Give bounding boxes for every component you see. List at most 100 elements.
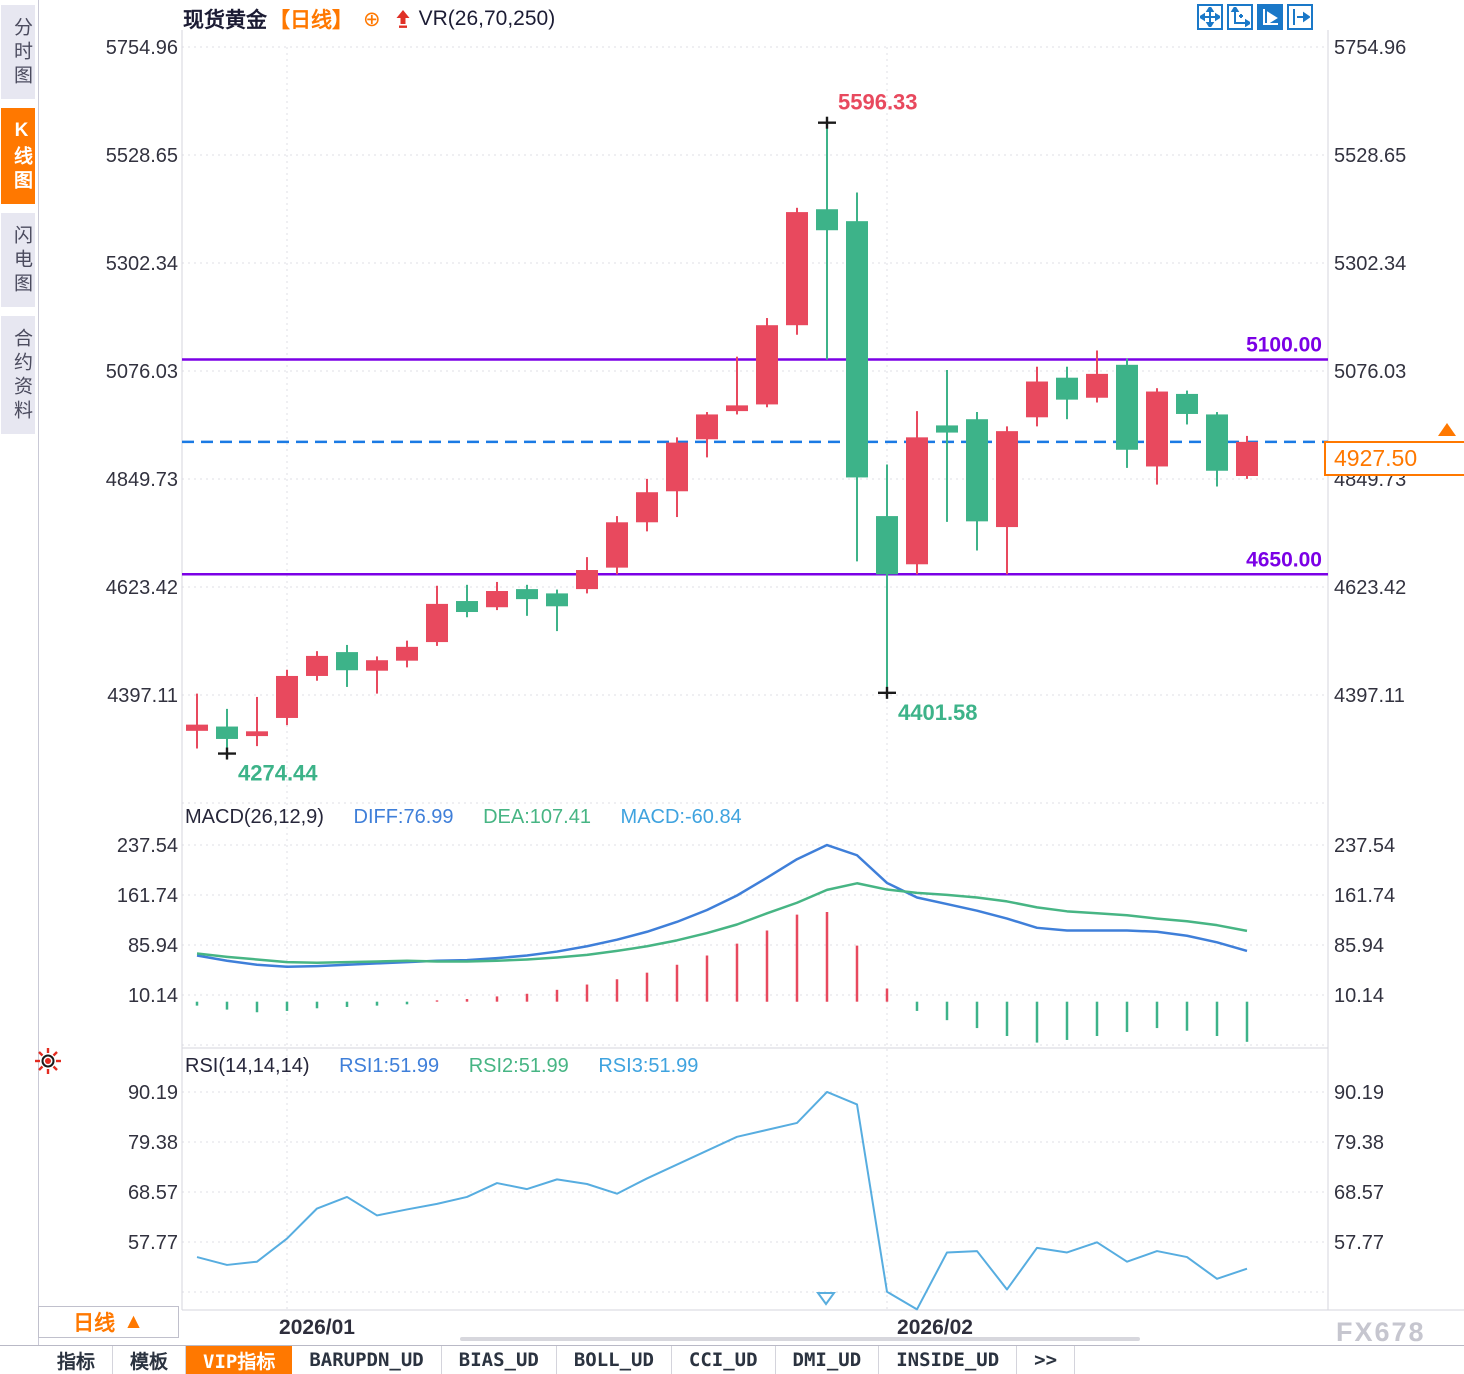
price-tick-right: 4397.11 bbox=[1334, 685, 1405, 707]
tab-cci-ud[interactable]: CCI_UD bbox=[672, 1346, 776, 1374]
candle[interactable] bbox=[216, 708, 238, 754]
axis-tick-labels: 5754.96 5754.96 5528.65 5528.65 5302.34 5302.… bbox=[106, 37, 1407, 1254]
candle[interactable] bbox=[366, 656, 388, 694]
sidebar-tab-contract-info[interactable]: 合约资料 bbox=[1, 316, 35, 434]
tab-more[interactable]: >> bbox=[1017, 1346, 1076, 1374]
macd-tick-left: 10.14 bbox=[128, 985, 178, 1007]
rsi3-value: RSI3:51.99 bbox=[598, 1055, 699, 1077]
candle[interactable] bbox=[246, 696, 268, 747]
candle[interactable] bbox=[936, 370, 958, 522]
candle[interactable] bbox=[516, 584, 538, 616]
sidebar-tab-time-chart[interactable]: 分时图 bbox=[1, 5, 35, 99]
rsi-panel bbox=[196, 1090, 1248, 1311]
tab-indicators[interactable]: 指标 bbox=[40, 1346, 114, 1374]
candle[interactable] bbox=[756, 318, 778, 408]
rsi-tick-right: 68.57 bbox=[1334, 1182, 1384, 1204]
support-resistance-levels[interactable]: 5100.00 4650.00 bbox=[182, 334, 1328, 576]
candle[interactable] bbox=[846, 192, 868, 562]
up-arrow-icon bbox=[395, 9, 411, 29]
candle[interactable] bbox=[636, 478, 658, 532]
candle[interactable] bbox=[1086, 350, 1108, 403]
level-label: 5100.00 bbox=[1246, 334, 1322, 357]
rsi-header: RSI(14,14,14) RSI1:51.99 RSI2:51.99 RSI3… bbox=[185, 1055, 698, 1078]
event-marker-icon bbox=[816, 1292, 836, 1306]
candle[interactable] bbox=[696, 412, 718, 458]
candle[interactable] bbox=[726, 356, 748, 415]
candles-layer[interactable] bbox=[186, 122, 1258, 754]
left-sidebar: 分时图 K线图 闪电图 合约资料 bbox=[0, 0, 39, 1374]
sidebar-tab-flash-chart[interactable]: 闪电图 bbox=[1, 213, 35, 307]
candle[interactable] bbox=[1026, 366, 1048, 427]
macd-title[interactable]: MACD(26,12,9) bbox=[185, 806, 324, 828]
tab-vip-indicators[interactable]: VIP指标 bbox=[186, 1346, 293, 1374]
sidebar-tab-kline-chart[interactable]: K线图 bbox=[1, 108, 35, 204]
extreme-price-label: 5596.33 bbox=[838, 90, 918, 115]
symbol-name: 现货黄金 bbox=[183, 9, 267, 32]
chart-titlebar: 现货黄金 【日线】 ⊕ VR(26,70,250) bbox=[183, 6, 555, 32]
tab-boll-ud[interactable]: BOLL_UD bbox=[557, 1346, 672, 1374]
macd-diff-line bbox=[196, 843, 1248, 968]
bottom-tabbar: 指标 模板 VIP指标 BARUPDN_UD BIAS_UD BOLL_UD C… bbox=[0, 1345, 1464, 1374]
candle[interactable] bbox=[1056, 366, 1078, 420]
candle[interactable] bbox=[1116, 358, 1138, 468]
macd-tick-left: 161.74 bbox=[117, 885, 178, 907]
tab-inside-ud[interactable]: INSIDE_UD bbox=[879, 1346, 1018, 1374]
candle[interactable] bbox=[606, 516, 628, 575]
crosshair-move-icon[interactable] bbox=[1197, 4, 1223, 30]
candle[interactable] bbox=[276, 669, 298, 726]
candle[interactable] bbox=[396, 640, 418, 668]
price-tick-right: 4623.42 bbox=[1334, 577, 1406, 599]
tab-templates[interactable]: 模板 bbox=[113, 1346, 187, 1374]
tab-barupdn-ud[interactable]: BARUPDN_UD bbox=[292, 1346, 442, 1374]
candle[interactable] bbox=[666, 437, 688, 518]
price-tick-right: 5528.65 bbox=[1334, 145, 1406, 167]
rsi-tick-right: 90.19 bbox=[1334, 1082, 1384, 1104]
timeframe-button[interactable]: 日线 ▲ bbox=[38, 1306, 179, 1338]
watermark: FX678 bbox=[1336, 1317, 1426, 1347]
candle[interactable] bbox=[576, 557, 598, 594]
candle[interactable] bbox=[816, 122, 838, 360]
candle[interactable] bbox=[966, 412, 988, 551]
candle[interactable] bbox=[426, 585, 448, 646]
candle[interactable] bbox=[456, 584, 478, 618]
candle[interactable] bbox=[546, 589, 568, 632]
macd-tick-right: 161.74 bbox=[1334, 885, 1395, 907]
level-label: 4650.00 bbox=[1246, 548, 1322, 571]
rsi2-value: RSI2:51.99 bbox=[468, 1055, 569, 1077]
pan-shift-icon[interactable] bbox=[1287, 4, 1313, 30]
candle[interactable] bbox=[336, 644, 358, 687]
date-label: 2026/01 bbox=[279, 1316, 355, 1339]
price-tick-left: 5528.65 bbox=[106, 145, 178, 167]
extreme-price-label: 4274.44 bbox=[238, 761, 318, 786]
tab-dmi-ud[interactable]: DMI_UD bbox=[776, 1346, 880, 1374]
price-tick-left: 4849.73 bbox=[106, 469, 178, 491]
macd-macd-value: MACD:-60.84 bbox=[620, 806, 742, 828]
candle[interactable] bbox=[906, 411, 928, 575]
candle[interactable] bbox=[786, 207, 808, 335]
rsi-title[interactable]: RSI(14,14,14) bbox=[185, 1055, 310, 1077]
horizontal-scrollbar[interactable] bbox=[460, 1337, 1140, 1341]
candle[interactable] bbox=[486, 581, 508, 611]
auto-scale-icon[interactable] bbox=[1257, 4, 1283, 30]
candle[interactable] bbox=[996, 426, 1018, 575]
candle[interactable] bbox=[1176, 390, 1198, 425]
alert-sun-icon[interactable] bbox=[33, 1046, 63, 1081]
rsi-tick-left: 79.38 bbox=[128, 1132, 178, 1154]
candle[interactable] bbox=[1206, 412, 1228, 487]
tab-bias-ud[interactable]: BIAS_UD bbox=[442, 1346, 557, 1374]
add-indicator-icon[interactable]: ⊕ bbox=[363, 7, 381, 31]
date-label: 2026/02 bbox=[897, 1316, 973, 1339]
candle[interactable] bbox=[306, 651, 328, 681]
last-price-arrow-icon bbox=[1438, 423, 1456, 436]
candle[interactable] bbox=[876, 464, 898, 693]
price-tick-right: 5754.96 bbox=[1334, 37, 1406, 59]
candle[interactable] bbox=[1146, 388, 1168, 485]
candle[interactable] bbox=[1236, 435, 1258, 479]
candle[interactable] bbox=[186, 693, 208, 749]
axis-zoom-icon[interactable] bbox=[1227, 4, 1253, 30]
price-tick-left: 4397.11 bbox=[107, 685, 178, 707]
extreme-price-label: 4401.58 bbox=[898, 700, 978, 725]
timeframe-arrow-icon: ▲ bbox=[123, 1310, 144, 1333]
